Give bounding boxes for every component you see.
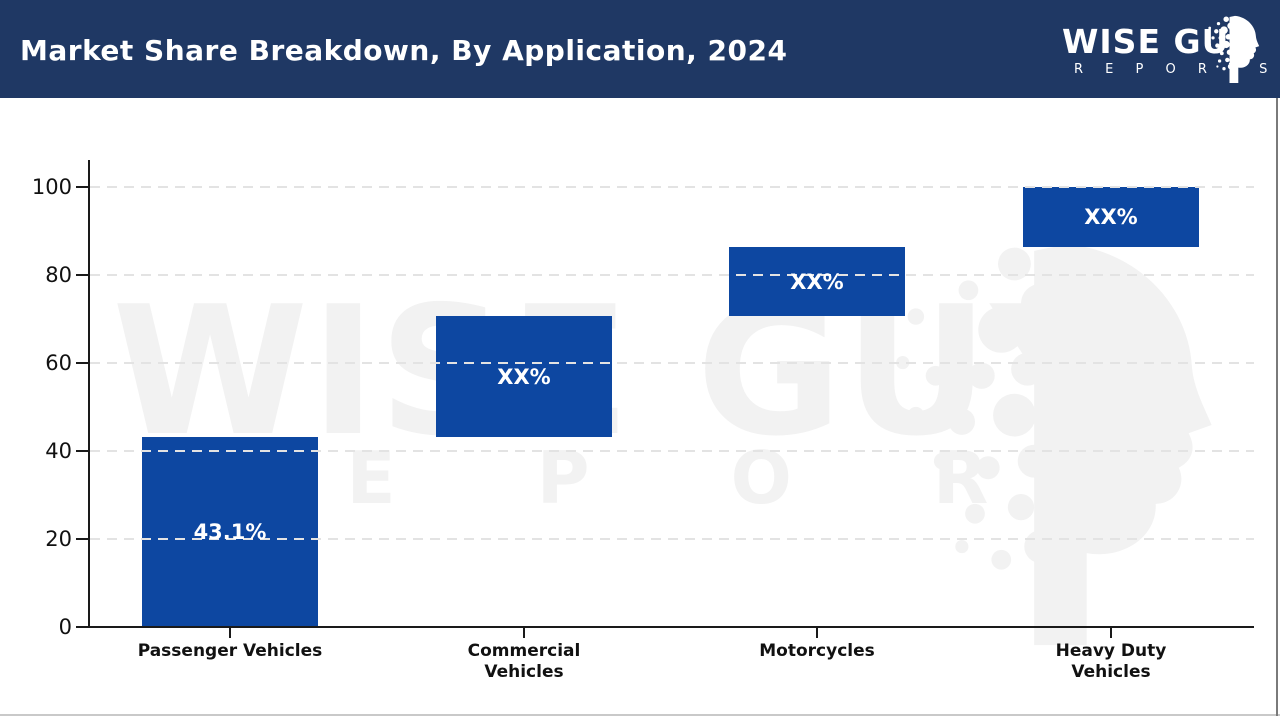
x-label-line: Commercial [467,641,581,661]
bar-value-label: XX% [497,364,551,389]
x-tick [1110,628,1112,638]
x-axis-label-heavy-duty-vehicles: Heavy Duty Vehicles [991,641,1231,683]
y-tick [76,450,88,452]
x-label-line: Passenger Vehicles [137,641,323,661]
dotted-face-icon [1202,6,1268,94]
bar-heavy-duty-vehicles [1023,187,1199,247]
y-tick [76,626,88,628]
x-axis-label-commercial-vehicles: Commercial Vehicles [404,641,644,683]
x-label-line: Vehicles [1071,662,1151,682]
bar-motorcycles [729,246,905,317]
gridline [90,186,1254,188]
y-tick [76,362,88,364]
x-tick [816,628,818,638]
bar-value-label: 43.1% [193,520,267,545]
x-axis-label-motorcycles: Motorcycles [697,641,937,662]
logo-tagline: R E P O R T S [1074,62,1277,77]
y-tick [76,274,88,276]
bar-passenger-vehicles [142,437,318,627]
gridline [90,274,1254,276]
y-tick-label: 20 [45,527,72,551]
bottom-divider-line [0,714,1280,716]
x-axis-label-passenger-vehicles: Passenger Vehicles [110,641,350,662]
y-axis-spine [88,160,90,628]
chart-title: Market Share Breakdown, By Application, … [20,34,788,67]
header-bar: Market Share Breakdown, By Application, … [0,0,1280,98]
y-tick [76,538,88,540]
y-tick-label: 100 [31,175,72,199]
y-tick-label: 0 [58,615,72,639]
y-tick [76,186,88,188]
wise-guy-reports-logo: WISE GUY R E P O R T S [1022,4,1272,96]
bar-value-label: XX% [790,269,844,294]
y-tick-label: 40 [45,439,72,463]
gridline [90,362,1254,364]
right-edge-line [1276,98,1278,716]
x-tick [229,628,231,638]
x-axis-spine [88,626,1254,628]
x-label-line: Heavy Duty [1055,641,1167,661]
y-tick-label: 60 [45,351,72,375]
x-label-line: Motorcycles [759,641,875,661]
x-label-line: Vehicles [484,662,564,682]
y-tick-label: 80 [45,263,72,287]
bar-value-label: XX% [1084,204,1138,229]
watermark-dotted-face-icon [852,218,1280,678]
gridline [90,538,1254,540]
bar-commercial-vehicles [436,316,612,438]
gridline [90,450,1254,452]
x-tick [523,628,525,638]
